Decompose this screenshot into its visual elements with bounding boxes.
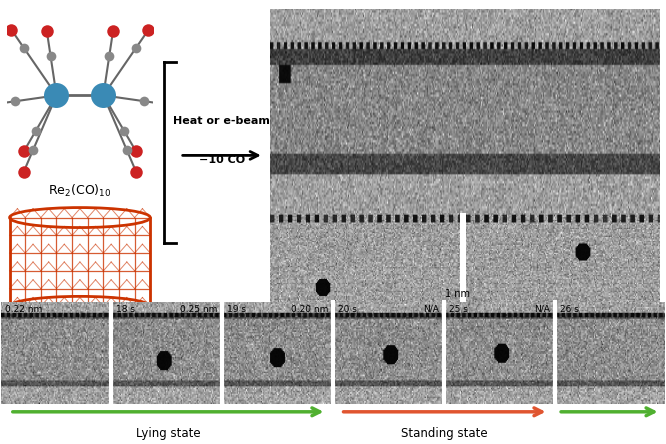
Text: Standing state: Standing state <box>401 427 488 440</box>
Text: Lying state: Lying state <box>136 427 200 440</box>
Text: $\mathrm{Re_2(CO)_{10}}$: $\mathrm{Re_2(CO)_{10}}$ <box>48 183 112 199</box>
Text: Heat or e-beam: Heat or e-beam <box>173 116 270 126</box>
Text: N/A: N/A <box>424 305 440 314</box>
Text: 0.20 nm: 0.20 nm <box>291 305 328 314</box>
Text: 1 nm: 1 nm <box>446 289 470 299</box>
Text: SWNT: SWNT <box>61 320 99 333</box>
Text: 0.22 nm: 0.22 nm <box>5 305 42 314</box>
Text: 20 s: 20 s <box>338 305 356 314</box>
Text: −10 CO: −10 CO <box>198 155 245 166</box>
Text: 26 s: 26 s <box>559 305 579 314</box>
Text: 25 s: 25 s <box>449 305 468 314</box>
Text: 19 s: 19 s <box>226 305 246 314</box>
Text: N/A: N/A <box>535 305 550 314</box>
Text: 0.25 nm: 0.25 nm <box>180 305 217 314</box>
Text: 18 s: 18 s <box>116 305 135 314</box>
